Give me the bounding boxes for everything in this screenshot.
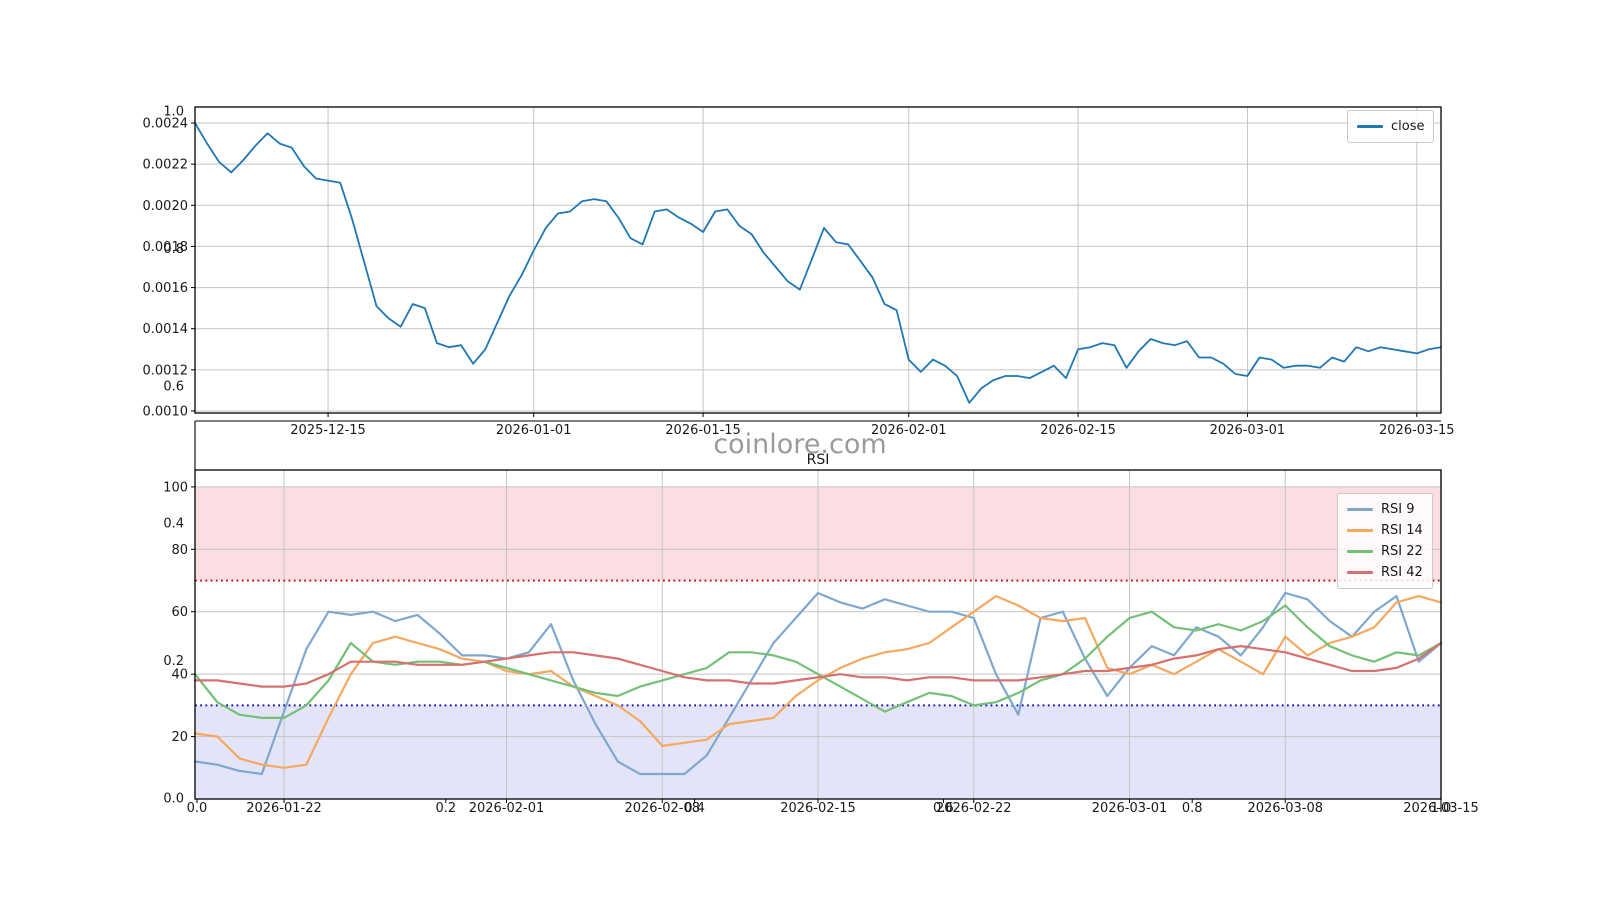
legend-item-rsi42: RSI 42 (1347, 562, 1423, 583)
rsi-y-tick-label: 80 (171, 543, 188, 558)
rsi-x-tick-label: 2026-03-08 (1247, 801, 1323, 816)
rsi-x-tick-label: 2026-03-15 (1403, 801, 1479, 816)
price-y-tick-label: 0.0010 (143, 404, 189, 419)
rsi9-line-swatch (1347, 508, 1373, 511)
overlay-x-tick-label: 0.2 (435, 801, 456, 816)
legend-label: RSI 22 (1381, 544, 1423, 559)
price-x-tick-label: 2025-12-15 (290, 423, 366, 438)
overlay-y-tick-label: 1.0 (163, 105, 184, 120)
rsi-x-tick-label: 2026-02-08 (624, 801, 700, 816)
rsi-line-rsi42 (193, 641, 1443, 688)
overlay-x-tick-label: 0.8 (1182, 801, 1203, 816)
rsi42-line-swatch (1347, 571, 1373, 574)
legend-item-close: close (1357, 116, 1424, 137)
overlay-y-tick-label: 0.0 (163, 792, 184, 807)
overlay-x-tick-label: 0.4 (684, 801, 705, 816)
rsi-y-tick-label: 40 (171, 668, 188, 683)
rsi-x-tick-label: 2026-02-15 (780, 801, 856, 816)
overlay-y-tick-label: 0.2 (163, 654, 184, 669)
price-y-tick-label: 0.0014 (143, 322, 189, 337)
rsi-x-tick-label: 2026-01-22 (246, 801, 322, 816)
overlay-x-tick-label: 1.0 (1431, 801, 1452, 816)
rsi-chart-title: RSI (806, 452, 830, 468)
price-x-tick-label: 2026-02-01 (871, 423, 947, 438)
rsi-legend: RSI 9 RSI 14 RSI 22 RSI 42 (1337, 493, 1433, 589)
overlay-x-tick-label: 0.0 (187, 801, 208, 816)
rsi-line-rsi14 (193, 594, 1443, 769)
legend-item-rsi14: RSI 14 (1347, 520, 1423, 541)
overlay-y-tick-label: 0.8 (163, 242, 184, 257)
price-x-tick-label: 2026-03-01 (1210, 423, 1286, 438)
rsi-y-tick-label: 20 (171, 730, 188, 745)
price-x-tick-label: 2026-03-15 (1379, 423, 1455, 438)
rsi-y-tick-label: 100 (163, 480, 188, 495)
price-legend: close (1347, 110, 1435, 143)
watermark: coinlore.com (713, 429, 887, 460)
legend-label: close (1391, 119, 1425, 134)
price-axes-frame (194, 106, 1442, 414)
overlay-y-tick-label: 0.6 (163, 379, 184, 394)
legend-label: RSI 14 (1381, 523, 1423, 538)
close-line-swatch (1357, 125, 1383, 128)
price-y-tick-label: 0.0012 (143, 363, 189, 378)
legend-label: RSI 9 (1381, 502, 1415, 517)
price-y-tick-label: 0.0016 (143, 281, 189, 296)
legend-label: RSI 42 (1381, 565, 1423, 580)
price-y-tick-label: 0.0024 (143, 117, 189, 132)
price-y-tick-label: 0.0022 (143, 158, 189, 173)
rsi-x-tick-label: 2026-03-01 (1092, 801, 1168, 816)
legend-item-rsi22: RSI 22 (1347, 541, 1423, 562)
price-x-tick-label: 2026-01-15 (665, 423, 741, 438)
close-line (194, 122, 1442, 404)
rsi-line-rsi9 (193, 591, 1443, 776)
overlay-y-tick-label: 0.4 (163, 517, 184, 532)
legend-item-rsi9: RSI 9 (1347, 499, 1423, 520)
rsi14-line-swatch (1347, 529, 1373, 532)
price-x-tick-label: 2026-02-15 (1040, 423, 1116, 438)
price-x-tick-label: 2026-01-01 (496, 423, 572, 438)
rsi22-line-swatch (1347, 550, 1373, 553)
rsi-y-tick-label: 60 (171, 605, 188, 620)
price-y-tick-label: 0.0020 (143, 199, 189, 214)
overlay-x-tick-label: 0.6 (933, 801, 954, 816)
price-y-tick-label: 0.0018 (143, 240, 189, 255)
rsi-x-tick-label: 2026-02-01 (469, 801, 545, 816)
rsi-x-tick-label: 2026-02-22 (936, 801, 1012, 816)
